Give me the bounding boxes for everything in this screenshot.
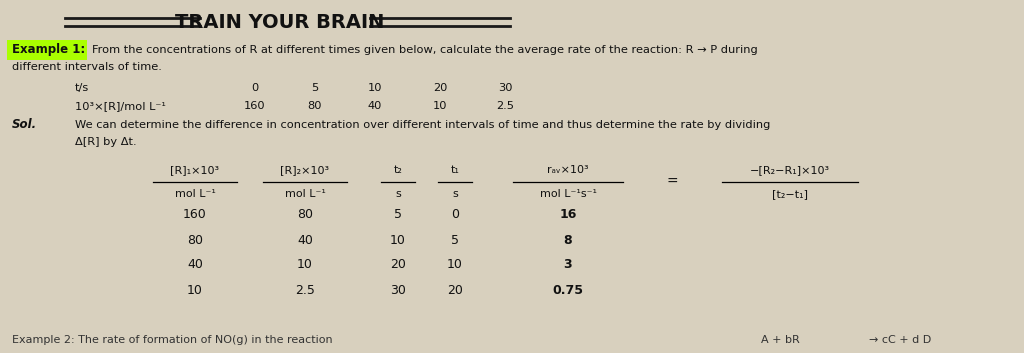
Text: 30: 30: [390, 283, 406, 297]
Text: [R]₂×10³: [R]₂×10³: [281, 165, 330, 175]
Text: We can determine the difference in concentration over different intervals of tim: We can determine the difference in conce…: [75, 120, 770, 130]
Text: 10: 10: [187, 283, 203, 297]
Text: mol L⁻¹s⁻¹: mol L⁻¹s⁻¹: [540, 189, 597, 199]
Text: 5: 5: [394, 209, 402, 221]
Text: 10: 10: [447, 258, 463, 271]
Text: 80: 80: [308, 101, 323, 111]
Text: 5: 5: [451, 233, 459, 246]
Text: different intervals of time.: different intervals of time.: [12, 62, 162, 72]
Text: 20: 20: [447, 283, 463, 297]
Text: 40: 40: [297, 233, 313, 246]
Text: 2.5: 2.5: [295, 283, 315, 297]
Text: 30: 30: [498, 83, 512, 93]
Text: 40: 40: [187, 258, 203, 271]
Text: 40: 40: [368, 101, 382, 111]
Text: From the concentrations of R at different times given below, calculate the avera: From the concentrations of R at differen…: [92, 45, 758, 55]
Text: 3: 3: [563, 258, 572, 271]
Text: t₂: t₂: [393, 165, 402, 175]
Text: → cC + d D: → cC + d D: [869, 335, 931, 345]
FancyBboxPatch shape: [7, 40, 87, 60]
Text: 80: 80: [187, 233, 203, 246]
Text: mol L⁻¹: mol L⁻¹: [174, 189, 215, 199]
Text: s: s: [395, 189, 400, 199]
Text: s: s: [453, 189, 458, 199]
Text: 80: 80: [297, 209, 313, 221]
Text: Sol.: Sol.: [12, 119, 37, 132]
Text: 10: 10: [297, 258, 313, 271]
Text: Δ[R] by Δt.: Δ[R] by Δt.: [75, 137, 136, 147]
Text: 5: 5: [311, 83, 318, 93]
Text: 10: 10: [433, 101, 447, 111]
Text: [t₂−t₁]: [t₂−t₁]: [772, 189, 808, 199]
Text: 20: 20: [433, 83, 447, 93]
Text: 10³×[R]/mol L⁻¹: 10³×[R]/mol L⁻¹: [75, 101, 166, 111]
Text: A + bR: A + bR: [761, 335, 800, 345]
Text: 10: 10: [390, 233, 406, 246]
Text: 0: 0: [451, 209, 459, 221]
Text: =: =: [667, 175, 678, 189]
Text: 160: 160: [183, 209, 207, 221]
Text: 0.75: 0.75: [553, 283, 584, 297]
Text: Example 2: The rate of formation of NO(g) in the reaction: Example 2: The rate of formation of NO(g…: [12, 335, 333, 345]
Text: TRAIN YOUR BRAIN: TRAIN YOUR BRAIN: [175, 12, 385, 31]
Text: t/s: t/s: [75, 83, 89, 93]
Text: 20: 20: [390, 258, 406, 271]
Text: 160: 160: [244, 101, 266, 111]
Text: 2.5: 2.5: [496, 101, 514, 111]
Text: mol L⁻¹: mol L⁻¹: [285, 189, 326, 199]
Text: 8: 8: [563, 233, 572, 246]
Text: rₐᵥ×10³: rₐᵥ×10³: [547, 165, 589, 175]
Text: t₁: t₁: [451, 165, 460, 175]
Text: 10: 10: [368, 83, 382, 93]
Text: 0: 0: [251, 83, 259, 93]
Text: −[R₂−R₁]×10³: −[R₂−R₁]×10³: [750, 165, 830, 175]
Text: Example 1:: Example 1:: [12, 43, 85, 56]
Text: [R]₁×10³: [R]₁×10³: [170, 165, 219, 175]
Text: 16: 16: [559, 209, 577, 221]
